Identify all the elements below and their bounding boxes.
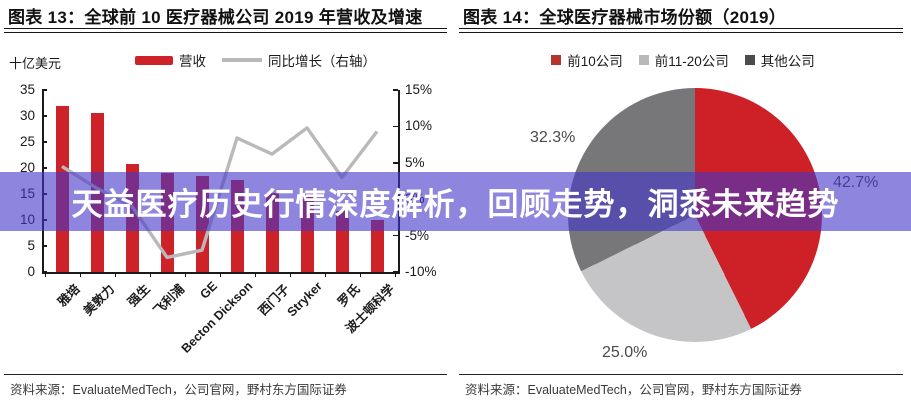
right-axis-tick <box>393 89 398 91</box>
right-axis-tick-label: 15% <box>405 82 433 97</box>
category-tick <box>79 272 82 277</box>
source-rule <box>459 374 903 375</box>
category-tick <box>254 272 257 277</box>
left-axis-tick-label: 25 <box>19 134 35 149</box>
pie-slice-label: 32.3% <box>530 129 576 146</box>
left-axis-tick <box>42 141 47 143</box>
legend-label: 前10公司 <box>567 54 623 69</box>
category-tick <box>114 272 117 277</box>
left-axis-tick-label: 35 <box>19 82 35 97</box>
right-axis-tick <box>393 234 398 237</box>
left-axis-tick <box>42 89 47 91</box>
legend-label: 其他公司 <box>760 54 815 69</box>
right-axis-tick <box>393 125 398 128</box>
left-axis-tick-label: 5 <box>27 238 35 253</box>
right-axis-tick-label: -5% <box>405 227 430 243</box>
left-axis-tick <box>42 245 47 247</box>
right-axis-tick <box>393 162 398 164</box>
category-tick <box>289 272 292 277</box>
source-rule <box>4 374 447 375</box>
left-axis-tick <box>42 167 47 169</box>
legend-swatch <box>638 55 649 65</box>
category-tick <box>44 272 47 277</box>
title-rule <box>4 28 447 33</box>
pie-chart-legend: 前10公司 前11-20公司 其他公司 <box>455 50 911 70</box>
legend-swatch <box>551 55 562 65</box>
x-axis-label: Stryker <box>284 279 325 320</box>
legend-swatch <box>744 55 755 65</box>
figure-14-title: 图表 14：全球医疗器械市场份额（2019） <box>463 8 787 27</box>
category-tick <box>394 272 397 277</box>
category-tick <box>219 272 222 277</box>
left-axis-tick-label: 30 <box>19 108 35 123</box>
figure-13-title: 图表 13：全球前 10 医疗器械公司 2019 年营收及增速 <box>8 8 423 27</box>
figure-13-source: 资料来源：EvaluateMedTech，公司官网，野村东方国际证券 <box>10 383 347 397</box>
left-axis-tick <box>42 271 47 273</box>
revenue-bar <box>370 220 384 272</box>
right-axis-tick-label: 5% <box>405 154 425 170</box>
legend-growth-label: 同比增长（右轴） <box>268 54 376 69</box>
category-tick <box>324 272 327 277</box>
promo-overlay-banner: 天益医疗历史行情深度解析，回顾走势，洞悉未来趋势 <box>0 172 911 231</box>
x-axis-label: 美敦力 <box>81 281 118 319</box>
promo-overlay-text: 天益医疗历史行情深度解析，回顾走势，洞悉未来趋势 <box>71 187 840 222</box>
right-axis-tick <box>393 271 398 273</box>
left-axis-tick-label: 0 <box>27 264 35 279</box>
y-axis-unit-label: 十亿美元 <box>9 56 62 71</box>
x-axis-label: 飞利浦 <box>151 281 188 319</box>
bar-chart-legend: 营收 同比增长（右轴） <box>0 50 455 70</box>
left-axis-tick-label: 20 <box>19 160 35 175</box>
category-tick <box>149 272 152 277</box>
growth-line-swatch <box>222 58 262 62</box>
category-tick <box>184 272 187 277</box>
right-axis-tick-label: 10% <box>405 118 433 134</box>
legend-item-2: 其他公司 <box>744 50 815 70</box>
legend-item-1: 前11-20公司 <box>638 50 729 70</box>
legend-item-revenue: 营收 <box>135 50 206 70</box>
pie-slice-label: 25.0% <box>602 344 648 361</box>
left-axis-tick <box>42 115 47 117</box>
right-axis-tick-label: -10% <box>405 264 437 279</box>
category-tick <box>359 272 362 277</box>
legend-label: 前11-20公司 <box>654 54 729 69</box>
revenue-bar-swatch <box>135 55 173 65</box>
legend-item-growth: 同比增长（右轴） <box>222 50 376 70</box>
legend-revenue-label: 营收 <box>179 54 206 69</box>
figure-14-source: 资料来源：EvaluateMedTech，公司官网，野村东方国际证券 <box>465 383 802 397</box>
title-rule <box>459 28 903 33</box>
x-axis-label: GE <box>197 279 220 302</box>
legend-item-0: 前10公司 <box>551 50 623 70</box>
